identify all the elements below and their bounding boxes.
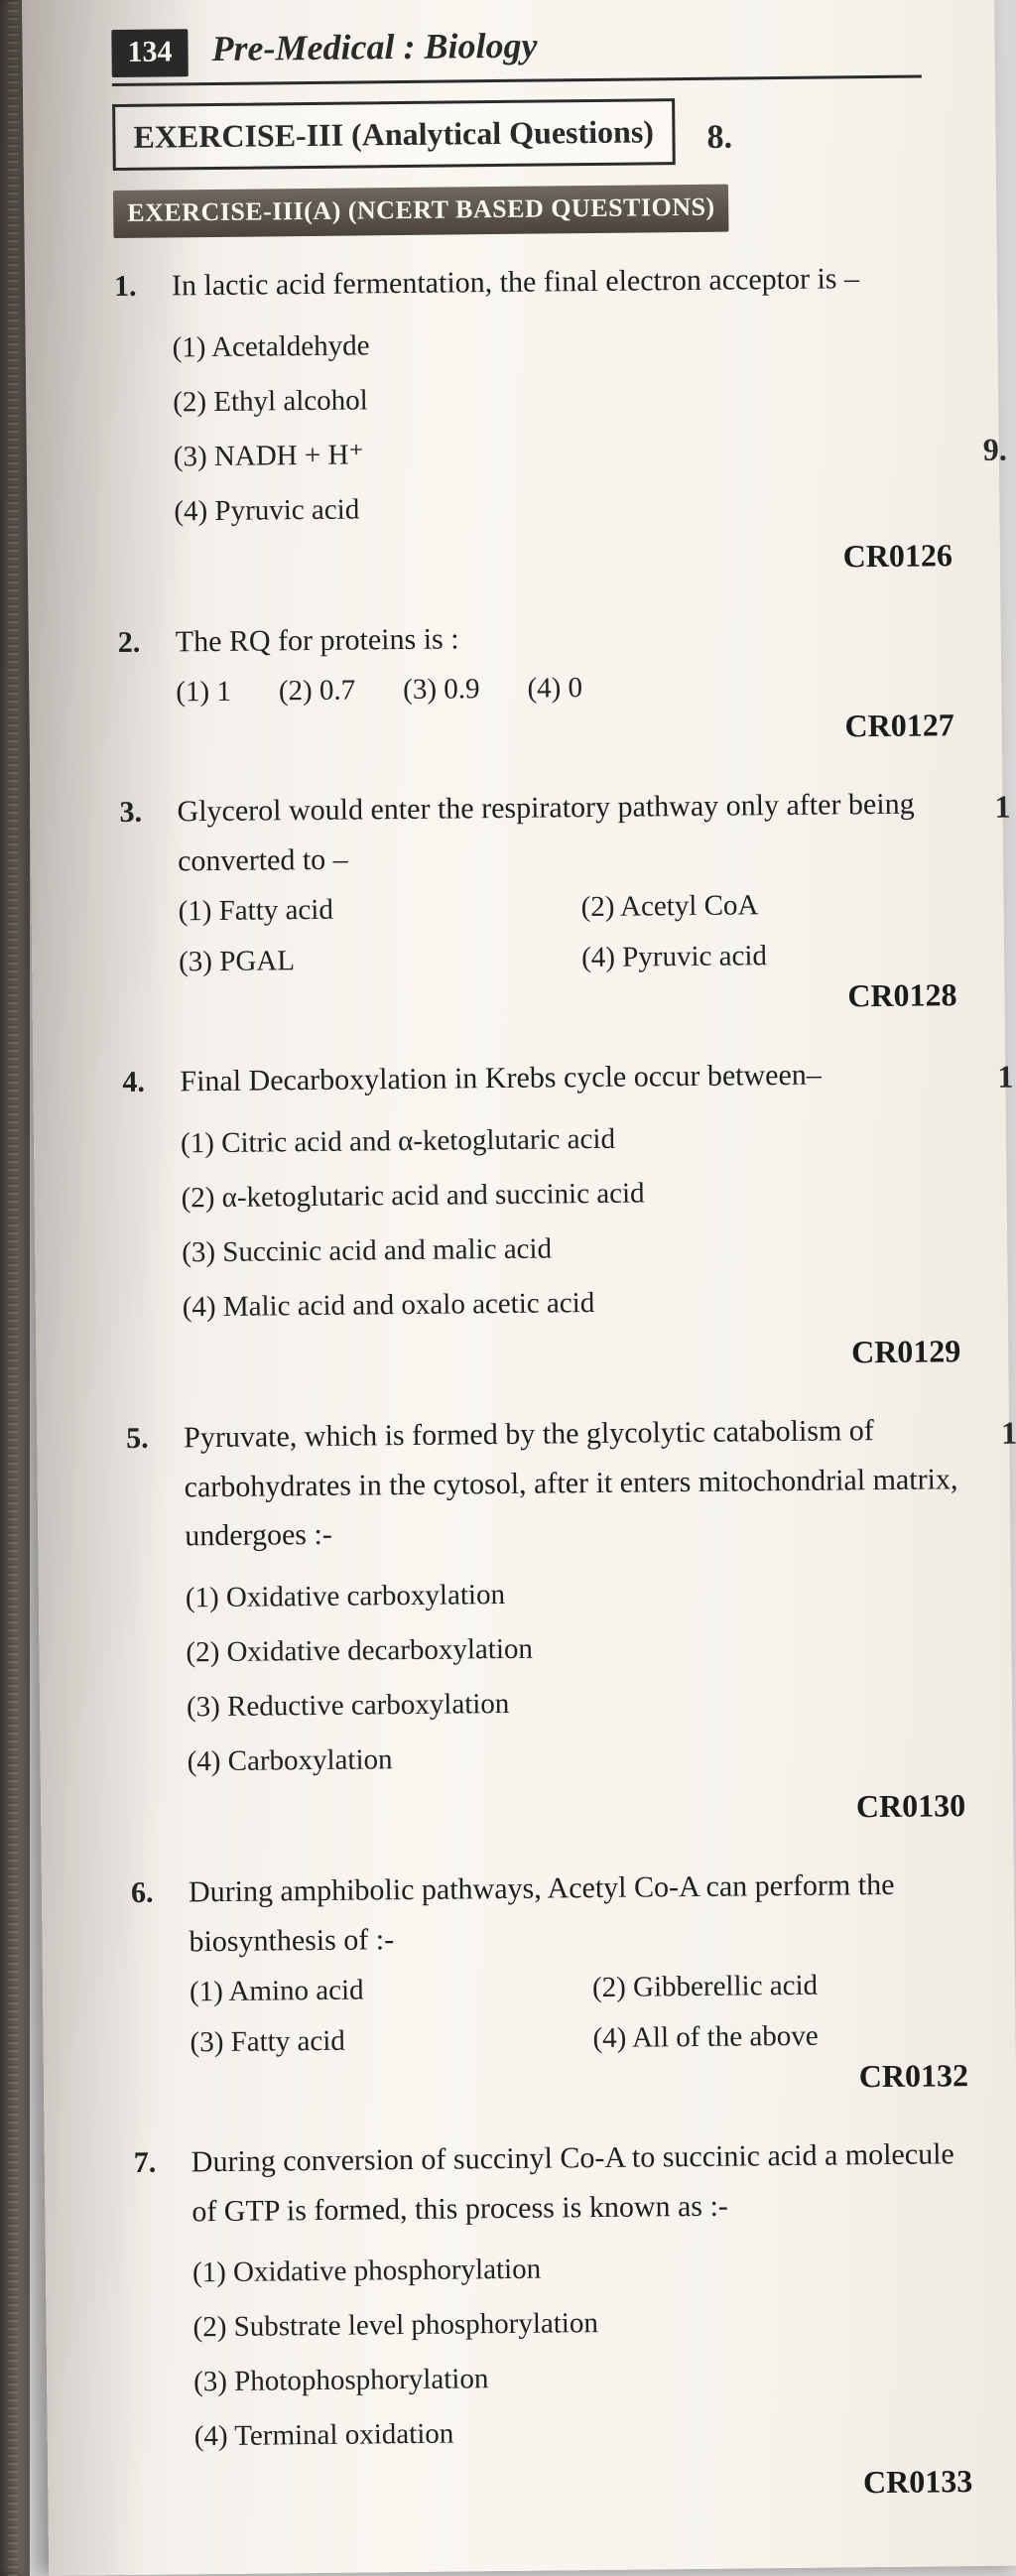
question-number: 1 (114, 269, 172, 304)
question-row: 3Glycerol would enter the respiratory pa… (119, 779, 963, 886)
question-number: 3 (119, 796, 177, 831)
option: (3) Succinic acid and malic acid (182, 1218, 968, 1280)
header-row: 134 Pre-Medical : Biology (111, 20, 954, 77)
option: (4) 0 (527, 672, 582, 706)
option: (2) Substrate level phosphorylation (192, 2292, 979, 2355)
question: 2The RQ for proteins is : (1) 1 (2) 0.7 (3)… (118, 609, 962, 752)
side-marker-8: 8. (706, 118, 732, 156)
option: (3) PGAL (179, 943, 562, 979)
page: 134 Pre-Medical : Biology EXERCISE-III (… (22, 0, 1016, 2576)
options: (1) Oxidative phosphorylation(2) Substra… (192, 2238, 980, 2465)
section-bar: EXERCISE-III(A) (NCERT BASED QUESTIONS) (113, 185, 729, 238)
option: (2) 0.7 (279, 675, 356, 708)
question-code: CR0128 (121, 976, 964, 1022)
option: (1) Oxidative carboxylation (186, 1563, 972, 1625)
question: 1In lactic acid fermentation, the final … (114, 253, 960, 582)
options: (1) Oxidative carboxylation(2) Oxidative… (186, 1563, 973, 1790)
option: (3) NADH + H⁺ (174, 422, 960, 484)
question-number: 7 (134, 2145, 191, 2180)
question-text: Pyruvate, which is formed by the glycoly… (184, 1405, 971, 1561)
question-text: In lactic acid fermentation, the final e… (172, 254, 859, 311)
exercise-box: EXERCISE-III (Analytical Questions) (112, 98, 675, 171)
right-margin-number: 9. (983, 432, 1007, 468)
questions-container: 1In lactic acid fermentation, the final … (114, 253, 981, 2508)
question-row: 4Final Decarboxylation in Krebs cycle oc… (122, 1049, 965, 1106)
question-number: 6 (131, 1875, 189, 1910)
question-row: 5Pyruvate, which is formed by the glycol… (126, 1405, 971, 1561)
right-margin-number: 1 (1001, 1415, 1016, 1452)
options: (1) Fatty acid (2) Acetyl CoA (3) PGAL (4) … (178, 887, 964, 978)
question-text: During amphibolic pathways, Acetyl Co-A … (189, 1860, 975, 1966)
option: (1) Citric acid and α-ketoglutaric acid (181, 1108, 967, 1171)
option: (3) 0.9 (403, 674, 480, 708)
right-margin-number: 1 (997, 1059, 1013, 1095)
page-number: 134 (111, 29, 188, 77)
header-rule (112, 75, 922, 87)
header-title: Pre-Medical : Biology (211, 25, 537, 69)
option: (1) Oxidative phosphorylation (192, 2238, 979, 2300)
question-row: 7During conversion of succinyl Co-A to s… (134, 2129, 978, 2237)
option: (3) Reductive carboxylation (187, 1672, 973, 1735)
question-row: 1In lactic acid fermentation, the final … (114, 253, 957, 311)
question-number: 2 (118, 625, 176, 660)
question-text: Glycerol would enter the respiratory pat… (177, 779, 963, 885)
option: (2) Ethyl alcohol (173, 367, 959, 430)
question: 7During conversion of succinyl Co-A to s… (134, 2129, 981, 2508)
question-number: 5 (126, 1422, 184, 1457)
options: (1) Citric acid and α-ketoglutaric acid(… (181, 1108, 968, 1336)
question-code: CR0132 (133, 2057, 976, 2103)
question: 4Final Decarboxylation in Krebs cycle oc… (122, 1049, 968, 1378)
question-code: CR0130 (130, 1787, 973, 1833)
question: 3Glycerol would enter the respiratory pa… (119, 779, 964, 1022)
question-row: 6During amphibolic pathways, Acetyl Co-A… (131, 1860, 975, 1967)
option: (4) All of the above (592, 2018, 975, 2055)
options: (1) Acetaldehyde(2) Ethyl alcohol(3) NAD… (172, 313, 959, 540)
option: (1) Fatty acid (178, 892, 561, 929)
option: (2) Acetyl CoA (580, 887, 963, 924)
question: 6During amphibolic pathways, Acetyl Co-A… (131, 1860, 976, 2103)
option: (4) Pyruvic acid (174, 476, 960, 539)
question-number: 4 (122, 1066, 180, 1100)
question: 5Pyruvate, which is formed by the glycol… (126, 1405, 973, 1833)
right-margin-number: 1 (994, 789, 1010, 826)
option: (4) Pyruvic acid (581, 938, 964, 974)
option: (2) Gibberellic acid (592, 1968, 975, 2004)
question-text: The RQ for proteins is : (176, 614, 459, 666)
option: (3) Fatty acid (190, 2022, 572, 2059)
option: (3) Photophosphorylation (193, 2347, 980, 2409)
option: (4) Malic acid and oxalo acetic acid (183, 1272, 969, 1335)
question-code: CR0126 (117, 537, 960, 582)
question-code: CR0129 (125, 1333, 968, 1378)
option: (2) Oxidative decarboxylation (186, 1617, 972, 1680)
option: (4) Carboxylation (187, 1727, 973, 1789)
question-text: Final Decarboxylation in Krebs cycle occ… (180, 1051, 822, 1106)
question-code: CR0127 (119, 707, 962, 752)
options: (1) 1 (2) 0.7 (3) 0.9 (4) 0 (176, 668, 961, 708)
question-row: 2The RQ for proteins is : (118, 609, 961, 667)
option: (1) Acetaldehyde (172, 313, 958, 375)
question-code: CR0133 (137, 2463, 980, 2509)
question-text: During conversion of succinyl Co-A to su… (191, 2129, 978, 2236)
option: (2) α-ketoglutaric acid and succinic aci… (181, 1163, 967, 1225)
options: (1) Amino acid (2) Gibberellic acid (3) Fa… (190, 1968, 976, 2059)
option: (1) 1 (176, 676, 231, 709)
option: (1) Amino acid (190, 1972, 572, 2008)
option: (4) Terminal oxidation (193, 2401, 980, 2464)
